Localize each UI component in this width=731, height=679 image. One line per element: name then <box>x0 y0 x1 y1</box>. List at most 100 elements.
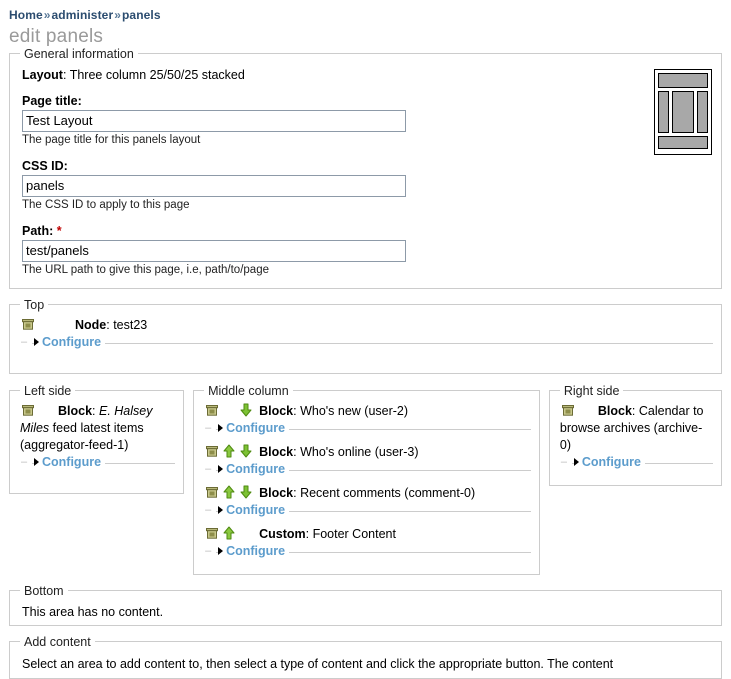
arrow-slot-empty <box>37 402 54 418</box>
pane-header: Block: E. Halsey Miles feed latest items… <box>20 402 175 454</box>
pane-colon: : <box>293 444 301 459</box>
breadcrumb-item-home[interactable]: Home <box>9 8 43 22</box>
configure-fieldset: – Configure <box>202 461 531 478</box>
configure-legend[interactable]: Configure <box>218 502 290 517</box>
region-bottom-empty-text: This area has no content. <box>22 604 164 619</box>
css-id-input[interactable] <box>22 174 406 197</box>
region-middle-column: Middle column <box>193 383 540 575</box>
region-left-legend: Left side <box>24 383 72 398</box>
trash-icon[interactable] <box>20 316 37 332</box>
dash-marker: – <box>205 421 212 434</box>
configure-link[interactable]: Configure <box>226 543 286 558</box>
region-bottom: Bottom This area has no content. <box>9 583 722 626</box>
page-title-field-label: Page title: <box>22 94 713 108</box>
pane-icon-row <box>204 484 255 500</box>
pane-name: Recent comments (comment-0) <box>300 485 476 500</box>
triangle-right-icon <box>573 457 579 466</box>
configure-link[interactable]: Configure <box>581 454 641 469</box>
breadcrumb-separator: » <box>114 8 121 22</box>
arrow-up-icon[interactable] <box>221 443 238 459</box>
trash-icon[interactable] <box>204 443 221 459</box>
pane-icon-row <box>560 402 594 418</box>
add-content-legend: Add content <box>24 634 91 649</box>
thumbnail-middle-row <box>658 90 708 133</box>
breadcrumb-item-administer[interactable]: administer <box>51 8 114 22</box>
thumbnail-right-region <box>697 90 708 133</box>
page-title-label-text: Page title: <box>22 93 82 108</box>
path-input[interactable] <box>22 239 406 262</box>
configure-link[interactable]: Configure <box>42 334 102 349</box>
pane-name: Who's online (user-3) <box>300 444 419 459</box>
trash-icon[interactable] <box>20 402 37 418</box>
configure-legend[interactable]: Configure <box>34 334 106 349</box>
configure-legend[interactable]: Configure <box>218 461 290 476</box>
pane: Block: Who's new (user-2) – Configure <box>202 402 531 437</box>
pane-type-label: Block <box>597 403 632 418</box>
add-content-instructions: Select an area to add content to, then s… <box>22 656 614 671</box>
configure-fieldset: – Configure <box>18 334 713 351</box>
trash-icon[interactable] <box>204 525 221 541</box>
configure-rule <box>32 342 713 344</box>
css-id-field-label: CSS ID: <box>22 159 713 173</box>
breadcrumb-item-panels[interactable]: panels <box>122 8 161 22</box>
pane-name: test23 <box>113 317 148 332</box>
layout-info-line: Layout: Three column 25/50/25 stacked <box>22 68 713 82</box>
configure-legend[interactable]: Configure <box>34 454 106 469</box>
pane-type-label: Custom <box>259 526 306 541</box>
general-information-fieldset: General information Layout: Three column… <box>9 46 722 289</box>
region-top: Top Node: test23 – <box>9 297 722 374</box>
dash-marker: – <box>205 544 212 557</box>
configure-link[interactable]: Configure <box>226 461 286 476</box>
configure-link[interactable]: Configure <box>226 502 286 517</box>
layout-colon: : <box>62 67 70 82</box>
arrow-slot-empty <box>54 316 71 332</box>
pane-colon: : <box>293 485 301 500</box>
arrow-down-icon[interactable] <box>238 402 255 418</box>
trash-icon[interactable] <box>204 484 221 500</box>
configure-link[interactable]: Configure <box>226 420 286 435</box>
arrow-down-icon[interactable] <box>238 443 255 459</box>
configure-rule <box>216 510 531 512</box>
configure-link[interactable]: Configure <box>42 454 102 469</box>
arrow-up-icon[interactable] <box>221 525 238 541</box>
css-id-description: The CSS ID to apply to this page <box>22 198 190 211</box>
region-left-side: Left side Block: E. Halsey Miles feed la… <box>9 383 185 494</box>
thumbnail-center-region <box>672 90 694 133</box>
triangle-right-icon <box>218 423 224 432</box>
triangle-right-icon <box>34 457 39 466</box>
configure-legend[interactable]: Configure <box>218 420 290 435</box>
arrow-down-icon[interactable] <box>238 484 255 500</box>
configure-rule <box>216 428 531 430</box>
layout-label: Layout <box>22 67 63 82</box>
pane-colon: : <box>92 403 99 418</box>
page-title-input[interactable] <box>22 109 406 132</box>
arrow-slot-empty <box>577 402 594 418</box>
pane-header: Custom: Footer Content <box>204 525 531 543</box>
pane: Custom: Footer Content – Configure <box>202 525 531 560</box>
triangle-right-icon <box>218 546 224 555</box>
pane-type-label: Block <box>58 403 93 418</box>
pane-icon-row <box>204 443 255 459</box>
triangle-right-icon <box>34 337 39 346</box>
pane: Block: E. Halsey Miles feed latest items… <box>18 402 176 471</box>
pane-header: Block: Recent comments (comment-0) <box>204 484 531 502</box>
pane-header: Block: Calendar to browse archives (arch… <box>560 402 713 454</box>
configure-legend[interactable]: Configure <box>218 543 290 558</box>
pane-icon-row <box>204 402 255 418</box>
trash-icon[interactable] <box>204 402 221 418</box>
pane-type-label: Block <box>259 444 294 459</box>
general-information-legend: General information <box>24 46 134 61</box>
region-right-legend: Right side <box>563 383 620 398</box>
arrow-slot-empty <box>221 402 238 418</box>
arrow-up-icon[interactable] <box>221 484 238 500</box>
trash-icon[interactable] <box>560 402 577 418</box>
path-label-text: Path: <box>22 223 54 238</box>
pane: Node: test23 – Configure <box>18 316 713 351</box>
region-middle-legend: Middle column <box>208 383 289 398</box>
configure-legend[interactable]: Configure <box>573 454 645 469</box>
region-bottom-legend: Bottom <box>24 583 64 598</box>
region-right-side: Right side Block: Calendar to browse arc… <box>548 383 722 486</box>
pane-header: Block: Who's new (user-2) <box>204 402 531 420</box>
path-field-label: Path: * <box>22 224 713 238</box>
